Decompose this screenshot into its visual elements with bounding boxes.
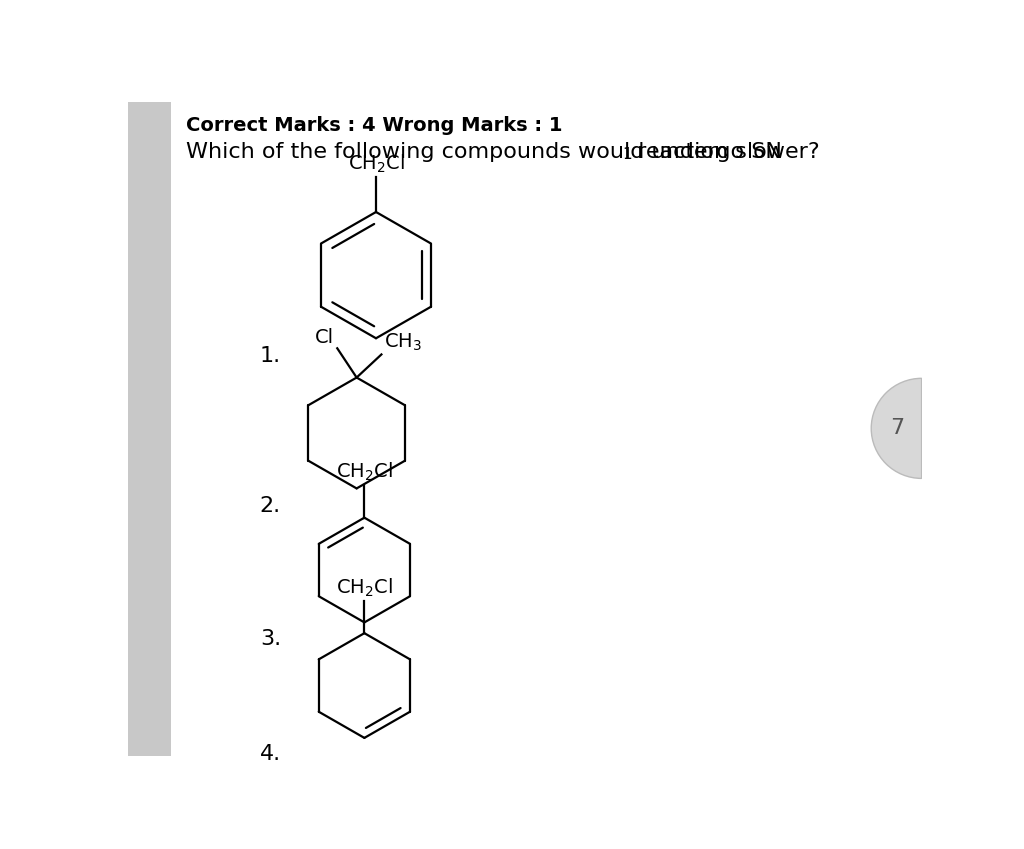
- Text: CH$_2$Cl: CH$_2$Cl: [336, 461, 393, 483]
- Wedge shape: [871, 379, 922, 478]
- Text: CH$_3$: CH$_3$: [384, 332, 422, 353]
- Text: reaction slower?: reaction slower?: [630, 142, 820, 162]
- Text: 3.: 3.: [260, 628, 281, 649]
- Text: 1.: 1.: [260, 346, 281, 366]
- Text: Cl: Cl: [315, 328, 334, 346]
- Text: Which of the following compounds would undergo SN: Which of the following compounds would u…: [186, 142, 782, 162]
- Text: 4.: 4.: [260, 744, 281, 764]
- Text: 1: 1: [623, 147, 632, 161]
- Text: 7: 7: [890, 419, 904, 438]
- Text: CH$_2$Cl: CH$_2$Cl: [336, 576, 393, 599]
- Bar: [128, 102, 171, 756]
- Text: 2.: 2.: [260, 496, 281, 516]
- Text: CH$_2$Cl: CH$_2$Cl: [347, 153, 404, 175]
- Text: Correct Marks : 4 Wrong Marks : 1: Correct Marks : 4 Wrong Marks : 1: [186, 115, 562, 135]
